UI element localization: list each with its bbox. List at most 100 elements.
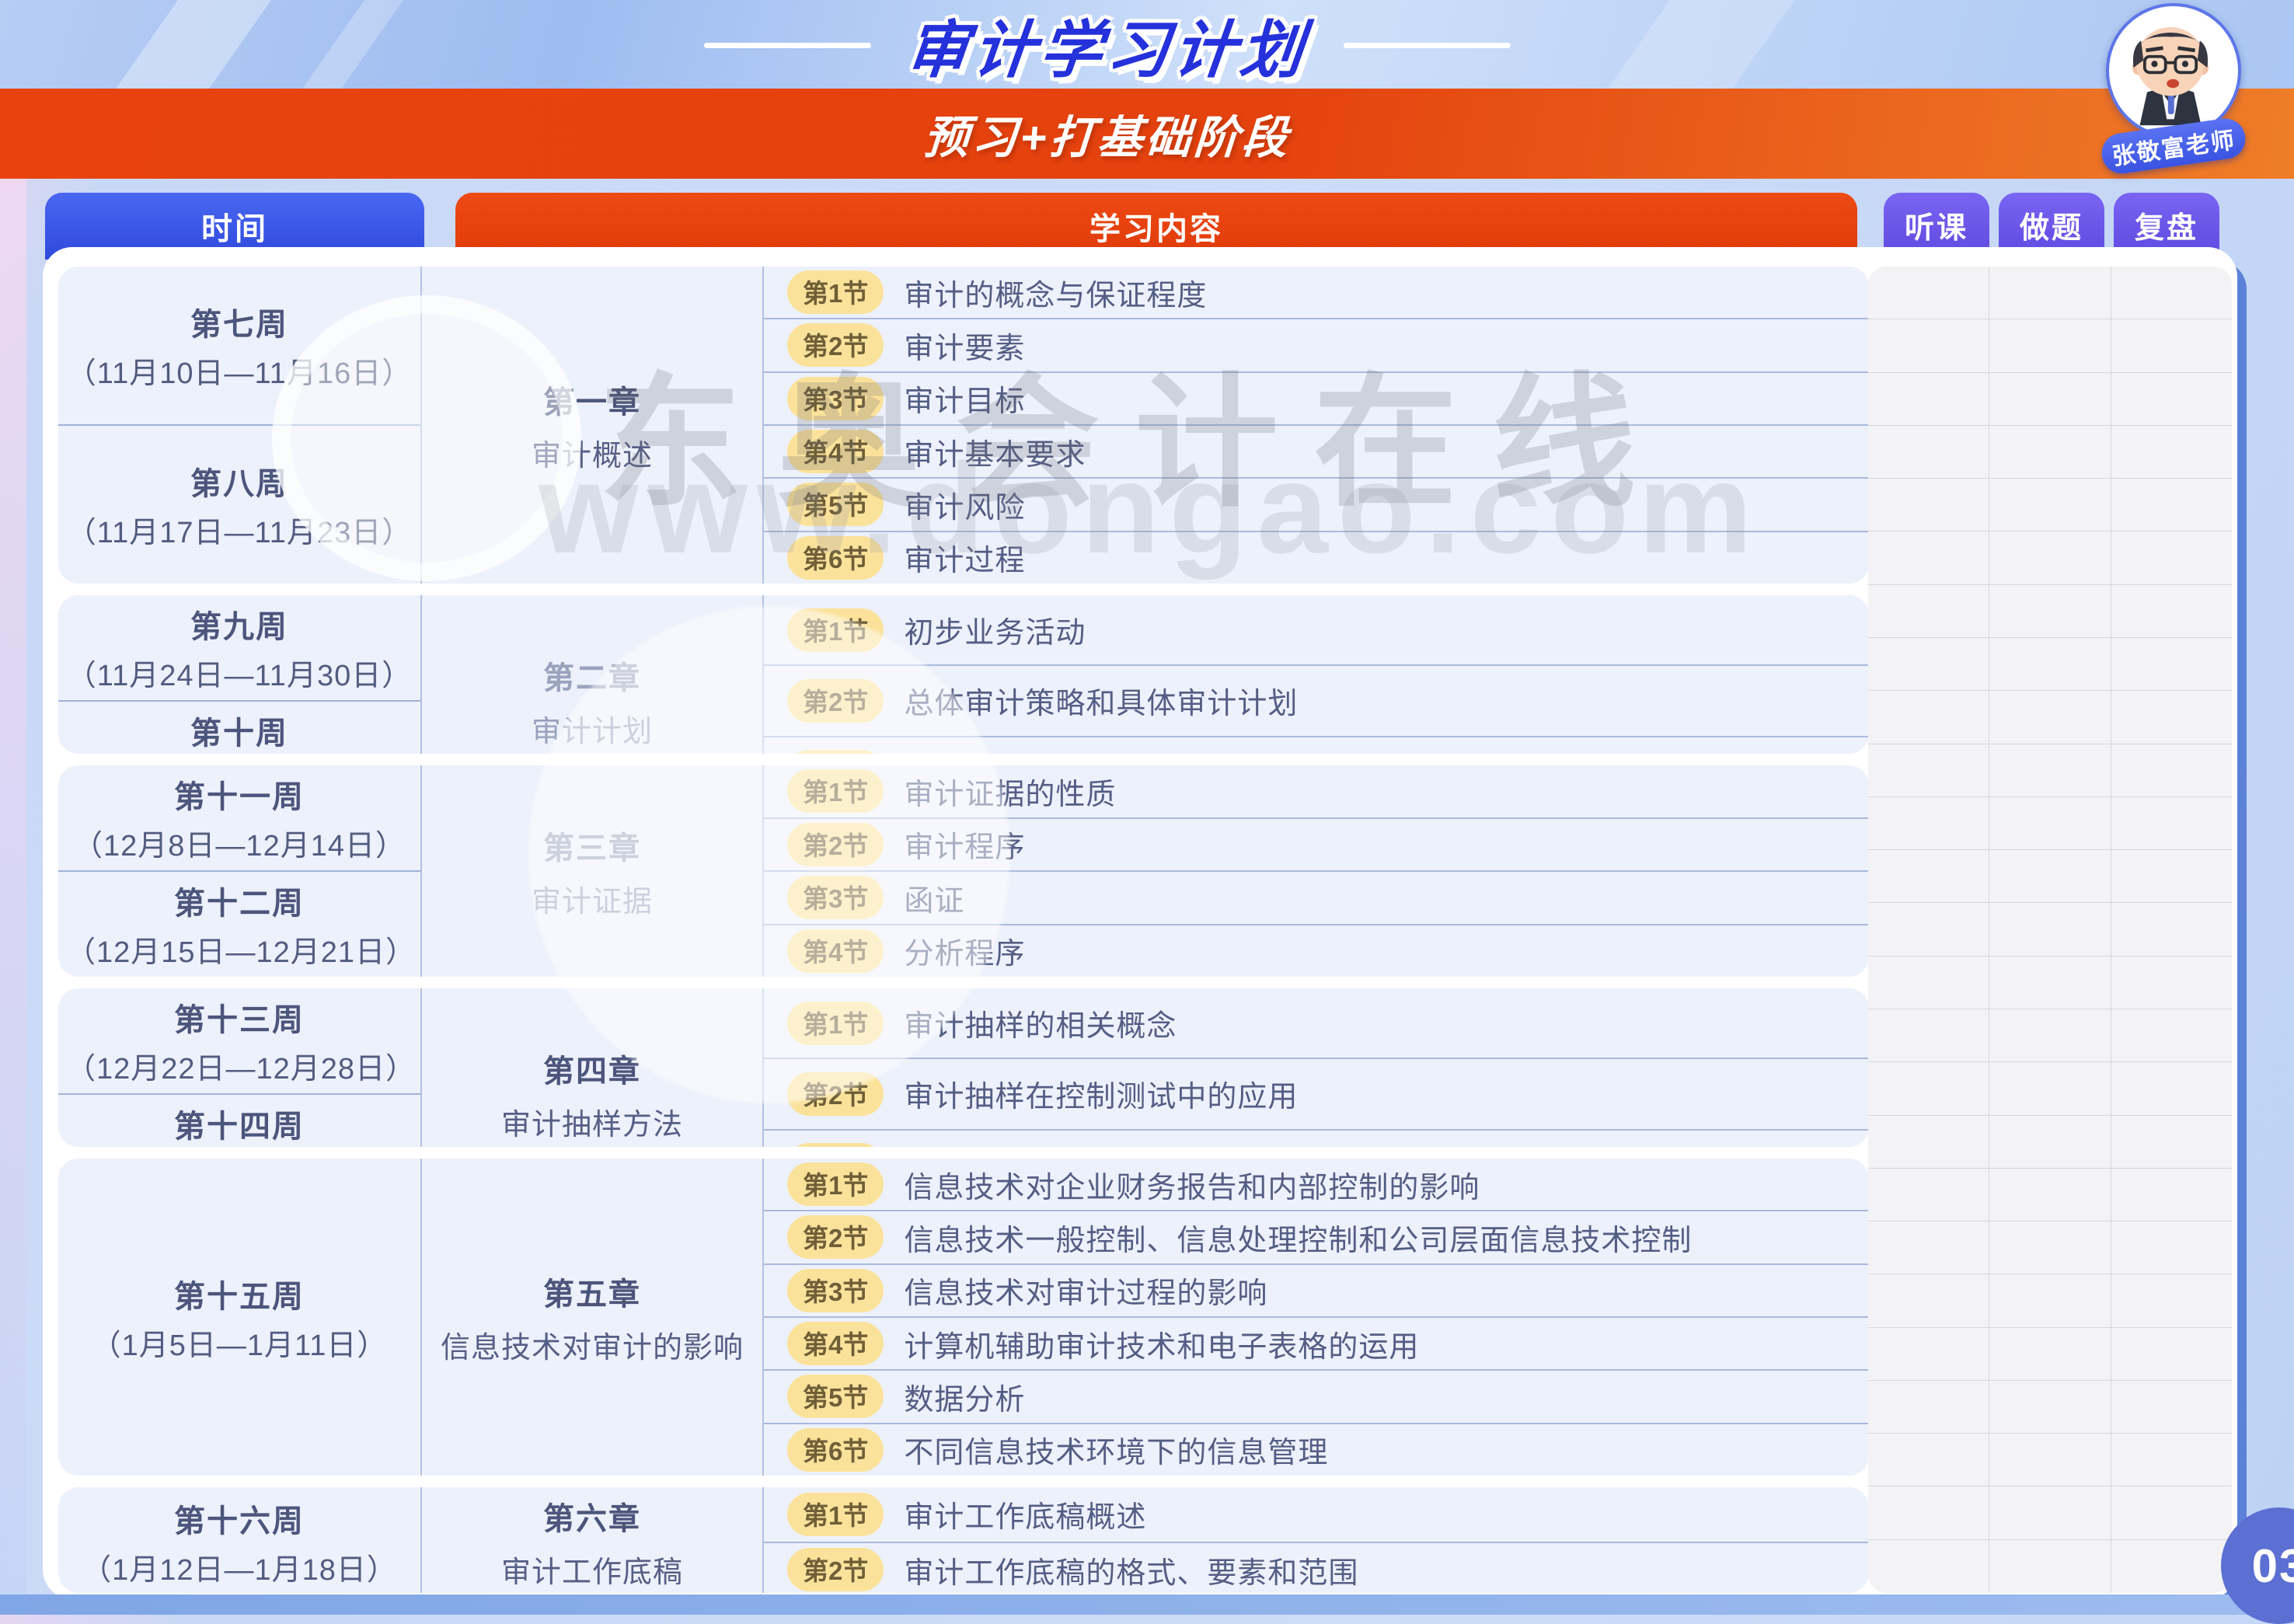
check-cell[interactable] <box>1868 1486 1990 1540</box>
section-title: 审计抽样的相关概念 <box>904 1010 1177 1044</box>
check-cell[interactable] <box>1868 796 1990 851</box>
check-cell[interactable] <box>1868 1115 1990 1169</box>
check-cell[interactable] <box>2111 1009 2232 1063</box>
week-name: 第十一周 <box>174 780 305 814</box>
check-cell[interactable] <box>1989 1327 2111 1381</box>
section-title: 审计过程 <box>904 545 1026 578</box>
check-row <box>1868 637 2232 692</box>
check-cell[interactable] <box>1868 531 1990 585</box>
check-cell[interactable] <box>2111 1168 2232 1222</box>
check-cell[interactable] <box>1989 584 2111 638</box>
check-cell[interactable] <box>1868 1327 1990 1381</box>
check-cell[interactable] <box>2111 796 2232 851</box>
section-title: 审计工作底稿概述 <box>904 1501 1147 1535</box>
check-cell[interactable] <box>2111 1274 2232 1328</box>
check-cell[interactable] <box>1989 744 2111 797</box>
check-cell[interactable] <box>1989 372 2111 426</box>
check-cell[interactable] <box>1868 637 1990 692</box>
check-cell[interactable] <box>1868 1274 1990 1328</box>
time-column: 第十五周 （1月5日—1月11日） <box>58 1159 422 1476</box>
check-cell[interactable] <box>2111 319 2232 373</box>
check-cell[interactable] <box>1989 1274 2111 1328</box>
check-cell[interactable] <box>1989 1434 2111 1487</box>
check-cell[interactable] <box>1989 956 2111 1009</box>
section-row: 第4节 审计基本要求 <box>764 423 1869 477</box>
sections-column: 第1节审计抽样的相关概念第2节审计抽样在控制测试中的应用第3节 审计抽样在细节测试… <box>764 988 1869 1147</box>
check-cell[interactable] <box>2111 1221 2232 1275</box>
check-cell[interactable] <box>1989 796 2111 851</box>
check-cell[interactable] <box>1989 1168 2111 1222</box>
check-cell[interactable] <box>2111 1380 2232 1434</box>
section-title: 审计抽样在控制测试中的应用 <box>904 1081 1299 1114</box>
check-cell[interactable] <box>1989 903 2111 957</box>
check-cell[interactable] <box>1989 267 2111 320</box>
check-row <box>1868 372 2232 426</box>
check-cell[interactable] <box>1989 1486 2111 1540</box>
chapter-title: 审计计划 <box>531 715 653 748</box>
section-badge: 第2节 <box>787 1072 884 1116</box>
check-cell[interactable] <box>1989 1009 2111 1063</box>
check-cell[interactable] <box>2111 1062 2232 1116</box>
check-cell[interactable] <box>2111 1539 2232 1593</box>
check-cell[interactable] <box>1868 584 1990 638</box>
week-name: 第十二周 <box>174 887 305 921</box>
chapter-number: 第二章 <box>543 660 641 695</box>
check-cell[interactable] <box>1989 1221 2111 1275</box>
check-cell[interactable] <box>2111 637 2232 692</box>
check-cell[interactable] <box>1868 479 1990 532</box>
chapter-group: 第十六周 （1月12日—1月18日） 第六章 审计工作底稿 第1节 审计工作底稿概述 第2节… <box>58 1487 1869 1593</box>
check-cell[interactable] <box>1868 425 1990 479</box>
check-cell[interactable] <box>1868 1221 1990 1275</box>
week-name: 第十五周 <box>174 1279 305 1314</box>
check-cell[interactable] <box>2111 1327 2232 1381</box>
check-cell[interactable] <box>1868 372 1990 426</box>
check-cell[interactable] <box>1868 1539 1990 1593</box>
check-cell[interactable] <box>1989 319 2111 373</box>
check-cell[interactable] <box>1868 1168 1990 1222</box>
check-cell[interactable] <box>1989 1115 2111 1169</box>
check-cell[interactable] <box>1868 267 1990 320</box>
check-cell[interactable] <box>1868 744 1990 797</box>
week-date-range: （11月17日—11月23日） <box>66 517 413 549</box>
check-cell[interactable] <box>1989 1380 2111 1434</box>
check-cell[interactable] <box>2111 744 2232 797</box>
check-cell[interactable] <box>2111 425 2232 479</box>
check-cell[interactable] <box>1989 850 2111 904</box>
check-cell[interactable] <box>2111 479 2232 532</box>
check-cell[interactable] <box>2111 903 2232 957</box>
check-cell[interactable] <box>1868 1062 1990 1116</box>
check-cell[interactable] <box>1989 691 2111 744</box>
week-cell: 第九周 （11月24日—11月30日） <box>58 595 420 700</box>
week-name: 第十六周 <box>174 1504 305 1539</box>
check-cell[interactable] <box>1868 1434 1990 1487</box>
check-cell[interactable] <box>1868 956 1990 1009</box>
check-cell[interactable] <box>2111 531 2232 585</box>
section-row: 第2节 审计抽样在控制测试中的应用 <box>764 1058 1869 1128</box>
check-cell[interactable] <box>1868 850 1990 904</box>
check-cell[interactable] <box>2111 372 2232 426</box>
section-title: 计算机辅助审计技术和电子表格的运用 <box>904 1330 1420 1364</box>
check-cell[interactable] <box>1989 637 2111 692</box>
check-cell[interactable] <box>2111 691 2232 744</box>
check-cell[interactable] <box>1989 1539 2111 1593</box>
chapter-title: 信息技术对审计的影响 <box>440 1331 744 1364</box>
check-cell[interactable] <box>2111 1434 2232 1487</box>
check-cell[interactable] <box>2111 1486 2232 1540</box>
check-cell[interactable] <box>1868 1380 1990 1434</box>
check-cell[interactable] <box>2111 267 2232 320</box>
check-cell[interactable] <box>1989 531 2111 585</box>
section-badge: 第6节 <box>787 1427 884 1472</box>
check-cell[interactable] <box>1868 319 1990 373</box>
check-cell[interactable] <box>2111 850 2232 904</box>
check-cell[interactable] <box>1868 1009 1990 1063</box>
check-cell[interactable] <box>2111 584 2232 638</box>
check-cell[interactable] <box>1868 691 1990 744</box>
check-cell[interactable] <box>1989 425 2111 479</box>
check-cell[interactable] <box>2111 956 2232 1009</box>
check-cell[interactable] <box>1989 479 2111 532</box>
check-cell[interactable] <box>1989 1062 2111 1116</box>
check-cell[interactable] <box>1868 903 1990 957</box>
check-cell[interactable] <box>2111 1115 2232 1169</box>
chapter-group: 第七周 （11月10日—11月16日） 第八周 （11月17日—11月23日） 第一章审… <box>58 267 1869 584</box>
